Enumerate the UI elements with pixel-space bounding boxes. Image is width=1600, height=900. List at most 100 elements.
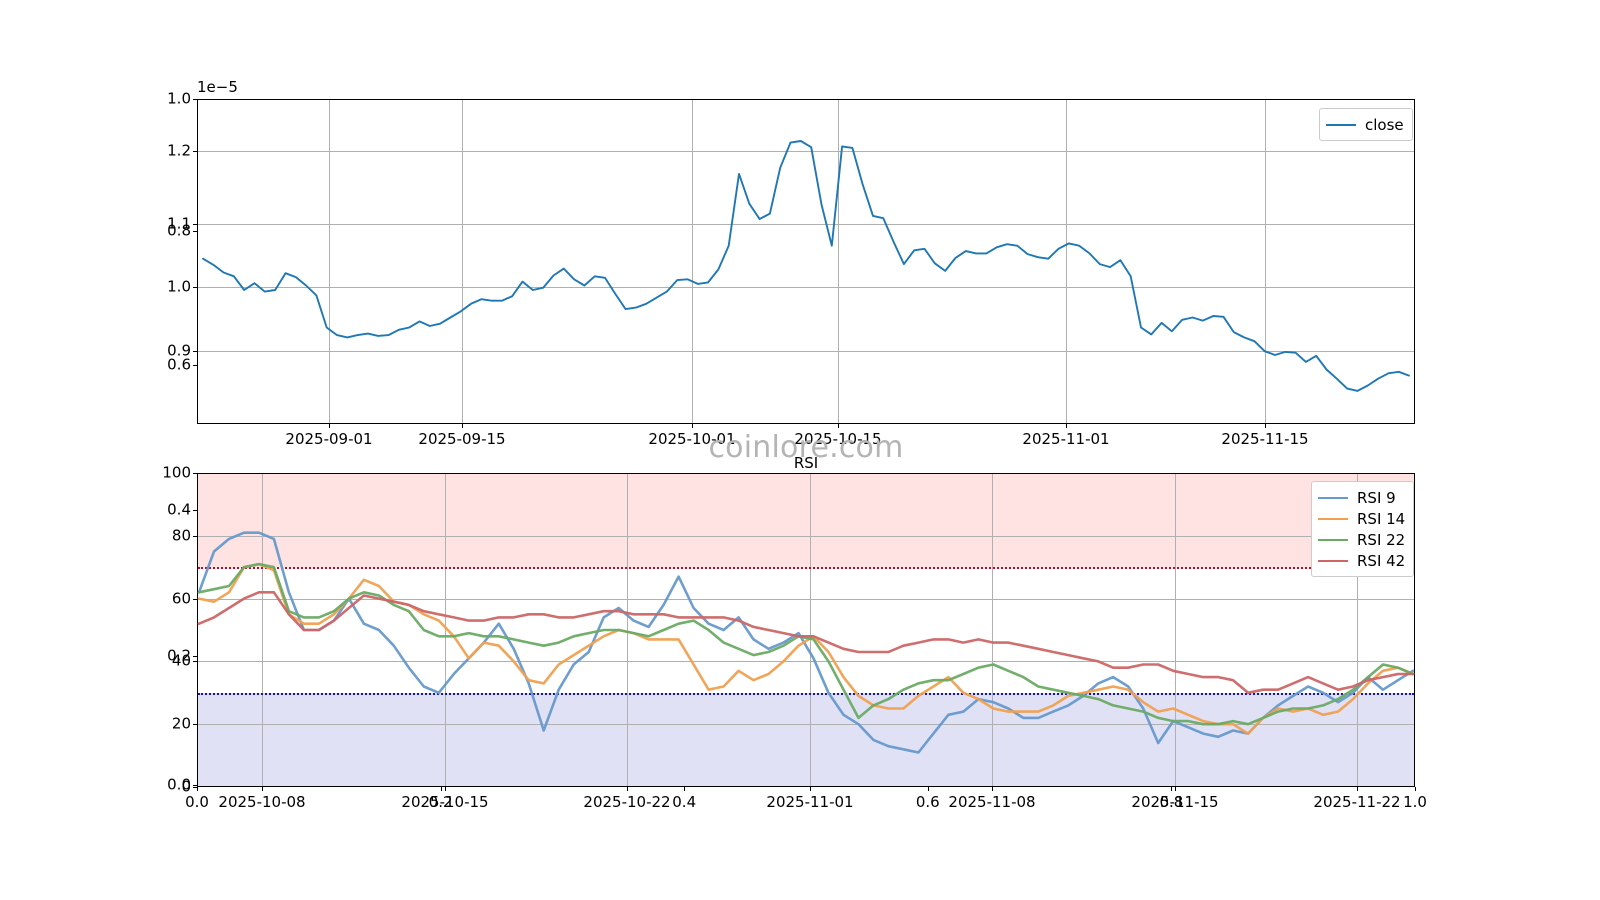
rsi-axis-top-spine — [197, 473, 1415, 475]
price-xtick-mark — [1265, 424, 1266, 428]
rsi-xtick-mark — [1175, 787, 1176, 791]
price-ytick-label: 1.2 — [167, 141, 191, 160]
rsi-gridline-h — [198, 535, 1414, 537]
rsi-axis-left-spine — [197, 473, 199, 787]
rsi-xtick-label: 2025-11-15 — [1131, 793, 1219, 811]
rsi-ytick-mark — [193, 598, 197, 600]
price-overlay-ytick-label: 0.8 — [167, 221, 191, 240]
price-gridline-v — [1066, 100, 1067, 423]
rsi-overlay-xtick-label: 0.2 — [428, 793, 453, 811]
rsi-overlay-ytick-mark — [193, 510, 197, 511]
legend-entry: RSI 22 — [1318, 529, 1405, 550]
rsi-gridline-v — [445, 474, 446, 786]
coinlore-watermark: coinlore.com — [708, 430, 904, 465]
rsi-gridline-v — [1357, 474, 1358, 786]
rsi-overlay-ytick-label: 0.4 — [167, 500, 191, 519]
rsi-xtick-mark — [262, 787, 263, 791]
price-legend: close — [1319, 108, 1413, 141]
rsi-overlay-xtick-mark — [1171, 787, 1173, 791]
rsi-line-rsi-9 — [197, 531, 1415, 754]
rsi-overbought-band — [198, 474, 1414, 568]
price-gridline-v — [692, 100, 693, 423]
legend-swatch-rsi-9 — [1318, 496, 1348, 499]
rsi-xtick-label: 2025-10-15 — [401, 793, 489, 811]
price-gridline-h — [198, 287, 1414, 288]
price-ytick-label: 0.9 — [167, 341, 191, 360]
price-xtick-mark — [329, 424, 330, 428]
price-gridline-h — [198, 151, 1414, 152]
rsi-gridline-v — [810, 474, 811, 786]
rsi-xtick-label: 2025-11-22 — [1313, 793, 1401, 811]
rsi-overlay-xtick-label: 0.8 — [1159, 793, 1184, 811]
legend-label: RSI 9 — [1357, 488, 1396, 507]
rsi-ytick-mark — [193, 473, 197, 474]
rsi-overlay-ytick-label: 0.2 — [167, 646, 191, 665]
legend-label: RSI 14 — [1357, 509, 1406, 528]
rsi-ytick-mark — [193, 787, 197, 788]
price-axis-top-spine — [197, 99, 1415, 101]
rsi-overlay-xtick-label: 1.0 — [1403, 793, 1427, 811]
legend-label: RSI 42 — [1357, 551, 1406, 570]
rsi-axis-bottom-spine — [197, 785, 1415, 787]
price-ytick-mark — [193, 224, 197, 225]
rsi-gridline-v — [627, 474, 628, 786]
rsi-legend: RSI 9 RSI 14 RSI 22 RSI 42 — [1311, 481, 1415, 577]
rsi-gridline-v — [1175, 474, 1176, 786]
rsi-axis-right-spine — [1413, 473, 1415, 787]
price-xtick-label: 2025-10-01 — [648, 430, 736, 448]
rsi-xtick-mark — [992, 787, 993, 791]
rsi-oversold-threshold-line — [198, 692, 1414, 695]
price-overlay-ytick-label: 1.0 — [167, 89, 191, 108]
price-overlay-ytick-mark — [193, 365, 197, 366]
rsi-xtick-label: 2025-11-08 — [948, 793, 1036, 811]
rsi-ytick-mark — [193, 535, 197, 537]
rsi-ytick-mark — [193, 661, 197, 663]
legend-swatch-close — [1326, 123, 1356, 126]
price-gridline-h — [198, 224, 1414, 225]
rsi-overlay-xtick-mark — [197, 787, 198, 791]
rsi-overlay-xtick-mark — [684, 787, 686, 791]
price-xtick-mark — [692, 424, 693, 428]
price-axis-left-spine — [197, 99, 199, 424]
rsi-gridline-v — [992, 474, 993, 786]
price-ytick-label: 1.1 — [167, 214, 191, 233]
rsi-overlay-xtick-label: 0.6 — [915, 793, 940, 811]
price-gridline-v — [462, 100, 463, 423]
price-xtick-label: 2025-09-15 — [418, 430, 506, 448]
rsi-gridline-v — [262, 474, 263, 786]
rsi-overlay-xtick-mark — [440, 787, 442, 791]
price-ytick-label: 1.0 — [167, 277, 191, 296]
price-xtick-mark — [838, 424, 839, 428]
rsi-overlay-xtick-label: 0.0 — [185, 793, 209, 811]
legend-entry: close — [1326, 114, 1404, 135]
price-gridline-v — [838, 100, 839, 423]
price-overlay-ytick-mark — [193, 99, 197, 100]
rsi-gridline-h — [198, 598, 1414, 600]
price-ytick-mark — [193, 287, 197, 288]
rsi-line-rsi-22 — [197, 562, 1415, 726]
rsi-xtick-mark — [810, 787, 811, 791]
legend-entry: RSI 42 — [1318, 550, 1405, 571]
rsi-ytick-label: 20 — [171, 714, 191, 733]
price-xtick-mark — [462, 424, 463, 428]
rsi-xtick-mark — [445, 787, 446, 791]
price-axis-right-spine — [1413, 99, 1415, 424]
rsi-xtick-label: 2025-10-08 — [218, 793, 306, 811]
rsi-xtick-mark — [1357, 787, 1358, 791]
legend-swatch-rsi-22 — [1318, 538, 1348, 541]
rsi-line-rsi-42 — [197, 590, 1415, 695]
legend-swatch-rsi-42 — [1318, 559, 1348, 562]
rsi-ytick-label: 40 — [171, 651, 191, 670]
price-axis-offset-text: 1e−5 — [197, 78, 238, 96]
price-overlay-ytick-mark — [193, 231, 197, 232]
rsi-overlay-xtick-mark — [927, 787, 929, 791]
price-gridline-h — [198, 351, 1414, 352]
rsi-overlay-ytick-mark — [193, 785, 197, 786]
price-axis-bottom-spine — [197, 422, 1415, 424]
price-ytick-mark — [193, 351, 197, 352]
rsi-ytick-mark — [193, 724, 197, 726]
legend-swatch-rsi-14 — [1318, 517, 1348, 520]
